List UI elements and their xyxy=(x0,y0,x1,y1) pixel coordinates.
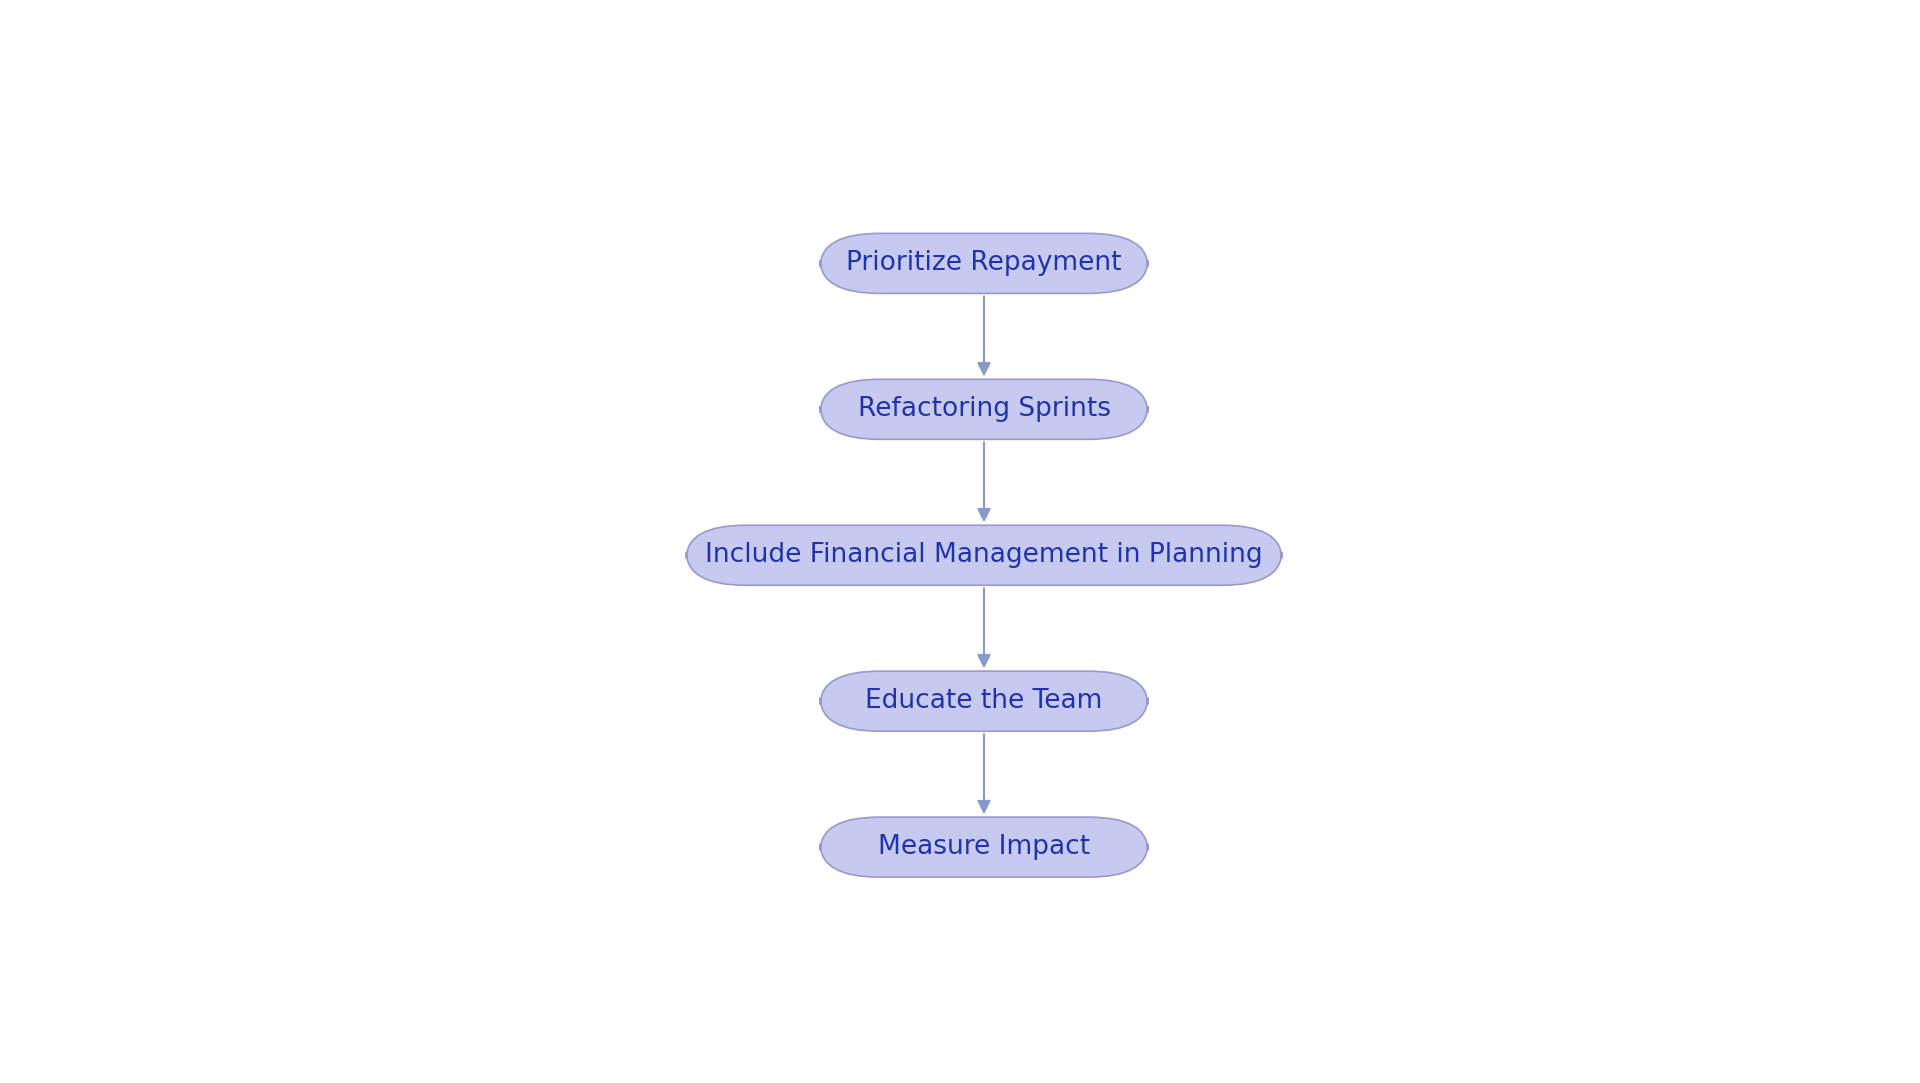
FancyBboxPatch shape xyxy=(820,233,1148,293)
Text: Measure Impact: Measure Impact xyxy=(877,834,1091,860)
FancyBboxPatch shape xyxy=(687,525,1283,585)
Text: Refactoring Sprints: Refactoring Sprints xyxy=(858,396,1110,422)
FancyBboxPatch shape xyxy=(820,379,1148,440)
FancyBboxPatch shape xyxy=(820,817,1148,877)
Text: Prioritize Repayment: Prioritize Repayment xyxy=(847,250,1121,276)
FancyBboxPatch shape xyxy=(820,671,1148,731)
Text: Educate the Team: Educate the Team xyxy=(866,688,1102,714)
Text: Include Financial Management in Planning: Include Financial Management in Planning xyxy=(705,543,1263,569)
